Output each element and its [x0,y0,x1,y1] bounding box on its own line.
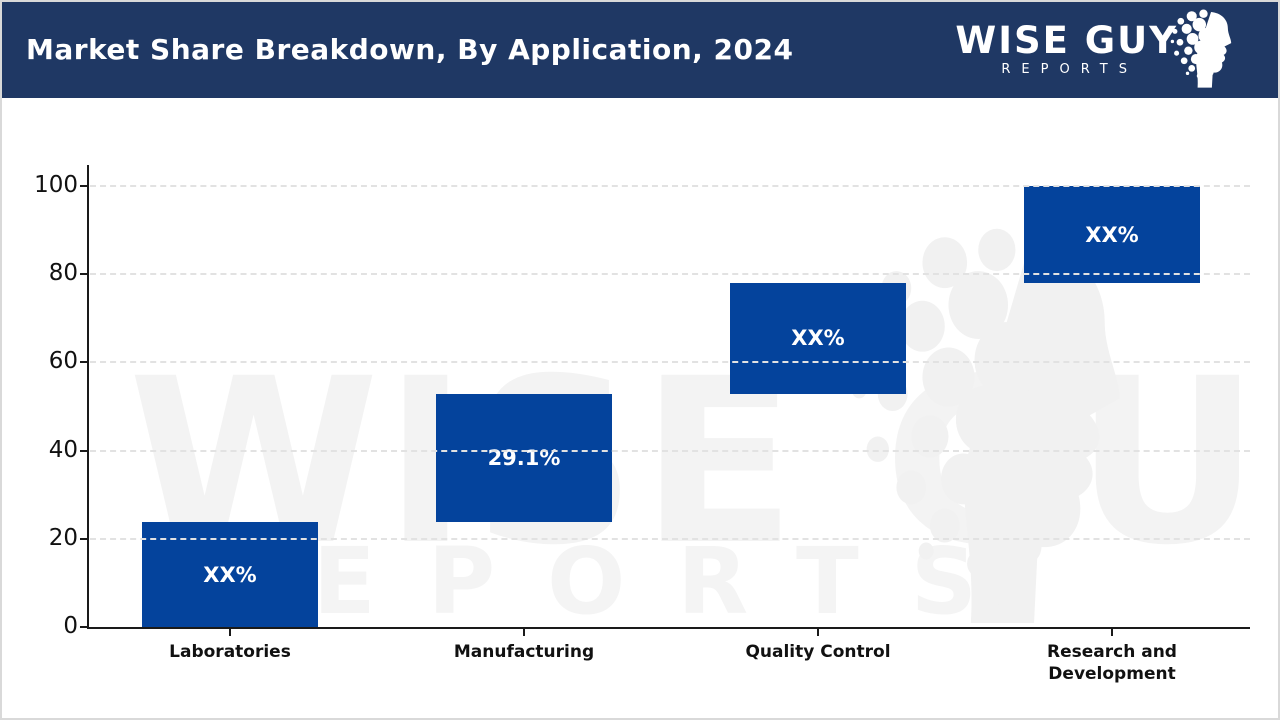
header-bar: Market Share Breakdown, By Application, … [0,0,1280,98]
brand-logo-text: WISE GUY REPORTS [955,22,1178,77]
watermark-subtitle-text: REPORTS [190,528,1030,635]
x-tick-mark-1 [229,629,231,636]
y-tick-mark-60 [80,361,87,364]
x-category-label-1: Laboratories [169,642,291,662]
y-tick-mark-0 [80,626,87,628]
gridline-20 [90,537,1250,540]
y-tick-mark-80 [80,273,87,276]
y-axis-line [87,165,89,629]
x-tick-mark-4 [1111,629,1113,636]
gridline-60 [90,361,1250,364]
y-tick-label-100: 100 [34,171,78,198]
y-tick-mark-20 [80,537,87,540]
bar-value-label: XX% [791,326,845,351]
x-category-label-3: Quality Control [745,642,891,662]
bar-value-label: XX% [203,562,257,587]
bar-research-and-development: XX% [1024,186,1200,284]
x-category-label-2: Manufacturing [453,642,595,662]
y-tick-label-20: 20 [48,524,78,551]
x-tick-mark-2 [523,629,525,636]
gridline-40 [90,449,1250,452]
chart-canvas: WISE GU REPORTS XX% 29.1% XX% XX% 0 20 40 60 80 1… [0,98,1280,720]
bar-value-label: XX% [1085,222,1139,247]
brand-logo: WISE GUY REPORTS [955,7,1248,91]
y-tick-label-60: 60 [48,348,78,375]
bar-quality-control: XX% [730,283,906,394]
brand-name: WISE GUY [955,18,1178,62]
y-tick-mark-100 [80,185,87,187]
page-title: Market Share Breakdown, By Application, … [26,32,794,66]
x-axis-line [87,627,1250,629]
bar-manufacturing: 29.1% [436,393,612,523]
x-tick-mark-3 [817,629,819,636]
y-tick-label-0: 0 [63,612,78,639]
gridline-100 [90,185,1250,187]
y-tick-label-80: 80 [48,260,78,287]
gridline-80 [90,273,1250,276]
brand-subtitle: REPORTS [1001,61,1138,77]
x-category-label-4: Research and Development [1047,642,1177,685]
dotted-face-logo-icon [1170,9,1232,88]
y-tick-mark-40 [80,449,87,452]
y-tick-label-40: 40 [48,436,78,463]
